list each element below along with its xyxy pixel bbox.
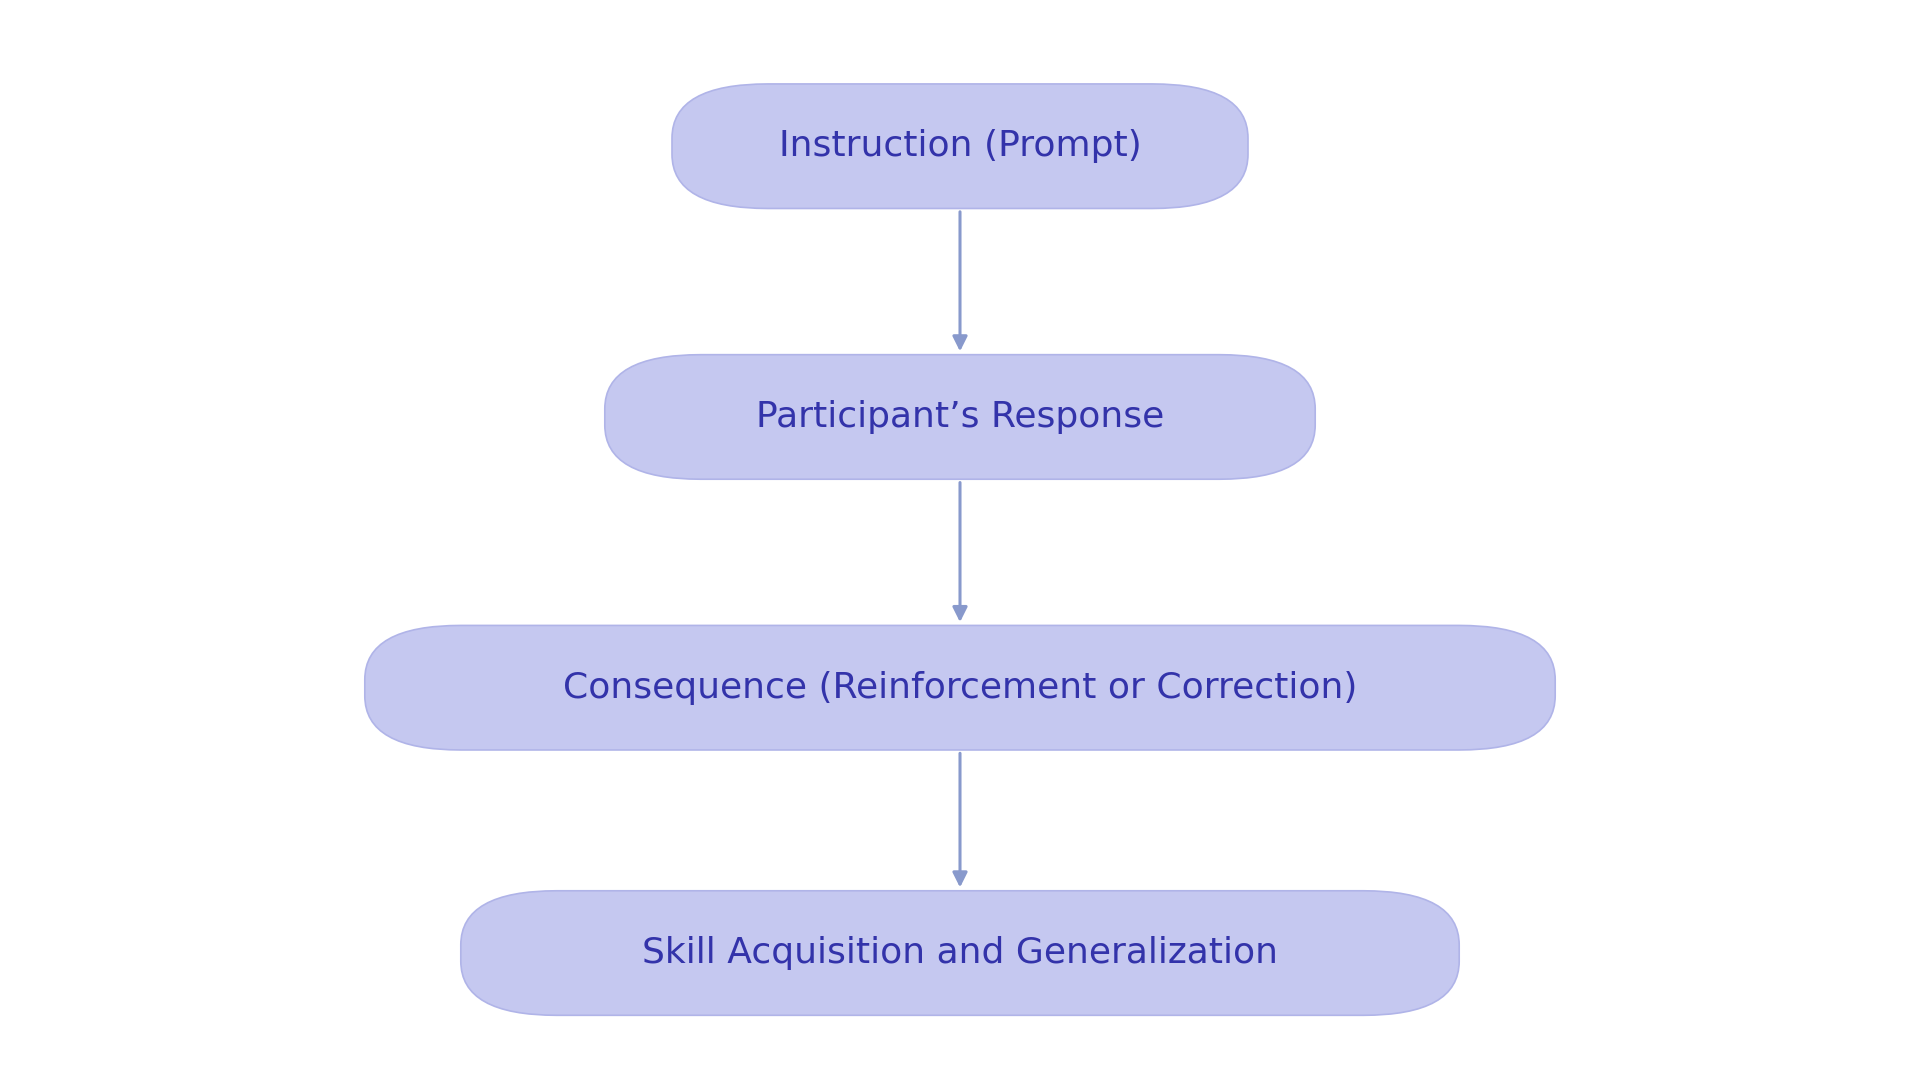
FancyBboxPatch shape bbox=[461, 890, 1459, 1016]
Text: Skill Acquisition and Generalization: Skill Acquisition and Generalization bbox=[641, 936, 1279, 970]
FancyBboxPatch shape bbox=[605, 355, 1315, 479]
FancyBboxPatch shape bbox=[365, 626, 1555, 749]
FancyBboxPatch shape bbox=[672, 84, 1248, 208]
Text: Consequence (Reinforcement or Correction): Consequence (Reinforcement or Correction… bbox=[563, 670, 1357, 705]
Text: Instruction (Prompt): Instruction (Prompt) bbox=[780, 129, 1140, 164]
Text: Participant’s Response: Participant’s Response bbox=[756, 400, 1164, 434]
